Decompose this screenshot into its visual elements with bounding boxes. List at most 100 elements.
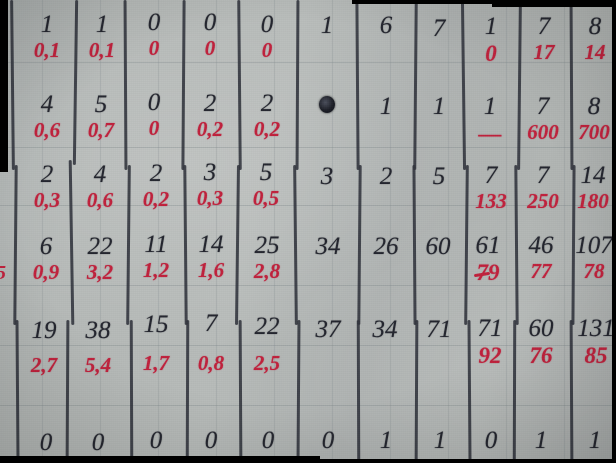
cell-black-value: 4 [40,91,54,118]
cell-black-value: 1 [40,11,54,38]
table-cell[interactable]: 2 0,2 [240,91,294,140]
table-cell[interactable]: 0 0 [240,12,294,61]
table-cell[interactable]: 3 0,3 [185,160,235,209]
table-cell[interactable]: 6 0,9 [22,234,70,283]
table-cell[interactable]: 5 [416,164,462,192]
table-cell[interactable]: 0 0 [128,10,180,59]
table-cell[interactable]: 11 1,2 [130,232,182,281]
table-cell[interactable]: 1 0 [466,14,516,65]
table-cell[interactable]: 4 0,6 [22,92,72,141]
table-cell[interactable]: 22 2,5 [240,314,294,374]
table-cell[interactable]: 5 0,5 [239,160,293,209]
table-cell[interactable]: 60 [414,234,462,262]
table-cell[interactable]: 1 [416,428,464,453]
table-cell[interactable]: 71 [414,317,464,345]
cell-black-value: 61 [475,232,501,259]
cell-black-value: 38 [85,317,111,344]
cell-black-value: 7 [536,93,550,120]
table-cell[interactable]: 1 0,1 [80,12,124,61]
cell-black-value: 0 [321,427,335,454]
table-cell[interactable]: 14 1,6 [186,232,236,281]
table-cell[interactable]: 5 0,7 [78,92,124,141]
cell-red-value: 85 [584,343,608,368]
cell-black-value: 3 [320,163,334,190]
cell-black-value: 14 [580,162,606,189]
cell-red-value: 77 [530,259,552,283]
table-cell[interactable]: 131 85 [572,316,616,367]
table-cell[interactable]: 7 [416,16,462,44]
table-cell[interactable]: 7 600 [516,94,570,143]
table-cell[interactable]: 1 [360,94,412,122]
cell-black-value: 8 [588,13,602,40]
table-cell[interactable]: 34 [300,234,356,262]
cell-red-value: 2,8 [253,259,281,283]
table-cell[interactable]: 34 [358,317,412,345]
cell-black-value: 1 [432,93,446,120]
table-cell[interactable]: 15 1,7 [130,312,182,374]
table-cell[interactable]: 2 0,3 [22,162,72,211]
table-cell[interactable]: 7 133 [467,163,515,212]
table-cell[interactable]: 1 [516,428,566,453]
table-cell[interactable]: 0 [186,428,236,453]
cell-black-value: 0 [149,427,163,454]
cell-red-value: 133 [475,189,507,213]
table-cell[interactable]: 14 180 [570,163,616,212]
table-cell[interactable]: 1 0,1 [22,12,72,61]
cell-black-value: 71 [477,315,503,342]
table-cell[interactable]: 0 [130,428,182,453]
cell-red-value: 0,1 [88,38,116,62]
cell-black-value: 71 [426,316,452,343]
table-cell[interactable]: 4 0,6 [76,162,124,211]
cell-black-value: 19 [31,317,57,344]
ink-blob-icon [319,96,335,113]
table-cell[interactable]: 107 78 [570,233,616,282]
cell-black-value: 7 [484,162,498,189]
table-cell[interactable]: 0 [242,428,294,453]
table-cell[interactable]: 71 92 [466,316,514,367]
cell-black-value: 1 [379,93,393,120]
table-cell[interactable]: 38 5,4 [72,318,124,376]
cell-red-value: 250 [527,189,559,213]
cell-red-value: 0 [485,41,497,66]
table-cell[interactable]: 0 0 [184,10,236,59]
table-cell[interactable]: 0 [468,428,514,453]
table-cell[interactable]: 2 0,2 [184,91,236,140]
table-cell[interactable]: 0 [74,430,122,455]
table-cell[interactable]: 1 [300,13,354,41]
table-cell[interactable]: 6 [360,13,412,41]
table-cell[interactable]: 3 [300,164,354,192]
cell-black-value: 5 [432,163,446,190]
table-cell[interactable]: 1 — [466,94,514,145]
cell-red-value: 0,8 [197,351,225,375]
table-cell[interactable]: 8 14 [574,14,616,63]
cell-red-value: 76 [529,343,553,368]
table-cell[interactable]: 1 [572,428,616,453]
table-cell[interactable]: 37 [300,317,356,345]
table-cell[interactable]: 8 700 [572,94,616,143]
cell-red-value: 700 [578,120,610,144]
cell-black-value: 1 [433,427,447,454]
cell-black-value: 0 [91,429,105,456]
table-cell[interactable]: 25 2,8 [240,233,294,282]
table-cell[interactable]: 19 2,7 [20,318,68,376]
cell-red-value: 5,4 [84,353,112,377]
cell-red-value: 0,9 [32,260,60,284]
table-cell[interactable]: 22 3,2 [74,234,126,283]
table-cell[interactable]: 61 79 [464,233,512,284]
table-cell[interactable]: 7 250 [517,163,569,212]
table-cell[interactable]: 7 17 [520,14,568,63]
table-cell[interactable]: 2 0,2 [130,161,182,210]
table-cell[interactable]: 1 [360,428,412,453]
table-cell[interactable]: 46 77 [516,233,566,282]
table-cell[interactable]: 0 0 [128,90,180,139]
table-cell[interactable]: 0 [300,428,356,453]
cell-black-value: 0 [484,427,498,454]
table-cell[interactable]: 60 76 [516,316,566,367]
table-cell[interactable]: 1 [416,94,462,122]
table-cell[interactable]: 7 0,8 [186,311,236,374]
table-cell[interactable]: 26 [360,234,412,262]
table-cell-ink-blob[interactable] [300,96,354,113]
photo-crop-bar-bottom-left [0,456,320,463]
table-cell[interactable]: 2 [360,164,412,192]
table-cell[interactable]: 0 [22,430,70,455]
